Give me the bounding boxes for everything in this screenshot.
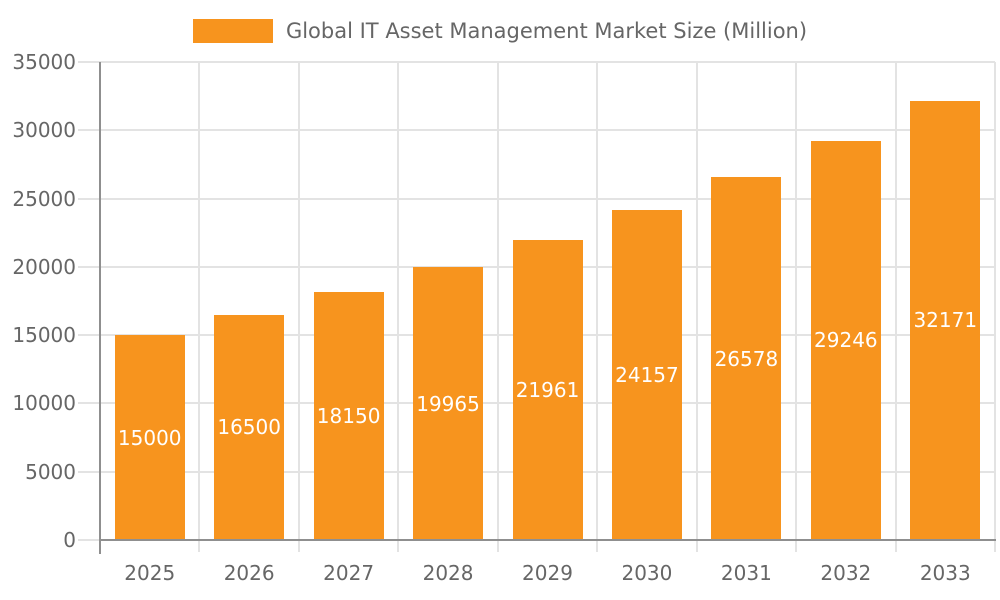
gridline-x-6 — [695, 62, 698, 552]
bar-value-label-2031: 26578 — [714, 346, 779, 371]
y-axis-label-25000: 25000 — [12, 186, 76, 211]
y-axis-label-15000: 15000 — [12, 323, 76, 348]
bar-2029[interactable]: 21961 — [512, 240, 583, 540]
gridline-y-30000 — [78, 129, 995, 132]
x-axis-label-2033: 2033 — [919, 561, 971, 585]
bar-value-label-2032: 29246 — [814, 328, 878, 353]
gridline-x-4 — [496, 62, 499, 552]
x-axis-label-2027: 2027 — [323, 561, 375, 585]
bar-2025[interactable]: 15000 — [114, 335, 185, 540]
gridline-y-35000 — [78, 61, 995, 63]
bar-value-label-2025: 15000 — [117, 425, 182, 450]
bar-2028[interactable]: 19965 — [413, 267, 484, 540]
bar-2032[interactable]: 29246 — [810, 140, 881, 540]
y-axis-label-35000: 35000 — [12, 50, 76, 74]
legend-label: Global IT Asset Management Market Size (… — [285, 19, 808, 43]
gridline-x-8 — [894, 62, 897, 552]
gridline-x-3 — [397, 62, 400, 552]
bar-value-label-2029: 21961 — [515, 378, 580, 403]
gridline-x-5 — [596, 62, 599, 552]
legend[interactable]: Global IT Asset Management Market Size (… — [0, 18, 1000, 44]
y-axis-label-5000: 5000 — [25, 459, 76, 484]
bar-value-label-2028: 19965 — [416, 391, 480, 416]
x-axis-label-2026: 2026 — [223, 561, 275, 585]
y-axis-label-20000: 20000 — [12, 254, 76, 279]
tick-y-0 — [78, 539, 100, 541]
x-axis-label-2031: 2031 — [720, 561, 772, 585]
gridline-y-25000 — [78, 197, 995, 200]
bar-value-label-2033: 32171 — [913, 308, 978, 333]
bar-2030[interactable]: 24157 — [611, 210, 682, 540]
x-axis-label-2029: 2029 — [522, 561, 573, 585]
bar-2027[interactable]: 18150 — [313, 292, 384, 540]
y-axis-line — [99, 62, 101, 554]
x-axis-line — [99, 539, 996, 541]
gridline-x-9 — [994, 62, 996, 552]
x-axis-label-2028: 2028 — [422, 561, 474, 585]
gridline-x-1 — [198, 62, 201, 552]
legend-swatch-icon — [192, 19, 273, 43]
x-axis-label-2025: 2025 — [124, 561, 176, 585]
x-axis-label-2032: 2032 — [820, 561, 872, 585]
bar-value-label-2027: 18150 — [316, 404, 381, 429]
y-axis-label-10000: 10000 — [12, 391, 76, 416]
y-axis-label-30000: 30000 — [12, 118, 76, 143]
bar-2031[interactable]: 26578 — [711, 177, 782, 540]
bar-value-label-2030: 24157 — [615, 363, 679, 388]
gridline-x-7 — [795, 62, 798, 552]
bar-2026[interactable]: 16500 — [214, 314, 285, 540]
x-axis-label-2030: 2030 — [621, 561, 673, 585]
gridline-x-2 — [297, 62, 300, 552]
bar-2033[interactable]: 32171 — [910, 100, 981, 540]
bar-value-label-2026: 16500 — [217, 415, 281, 440]
y-axis-label-0: 0 — [63, 528, 76, 552]
